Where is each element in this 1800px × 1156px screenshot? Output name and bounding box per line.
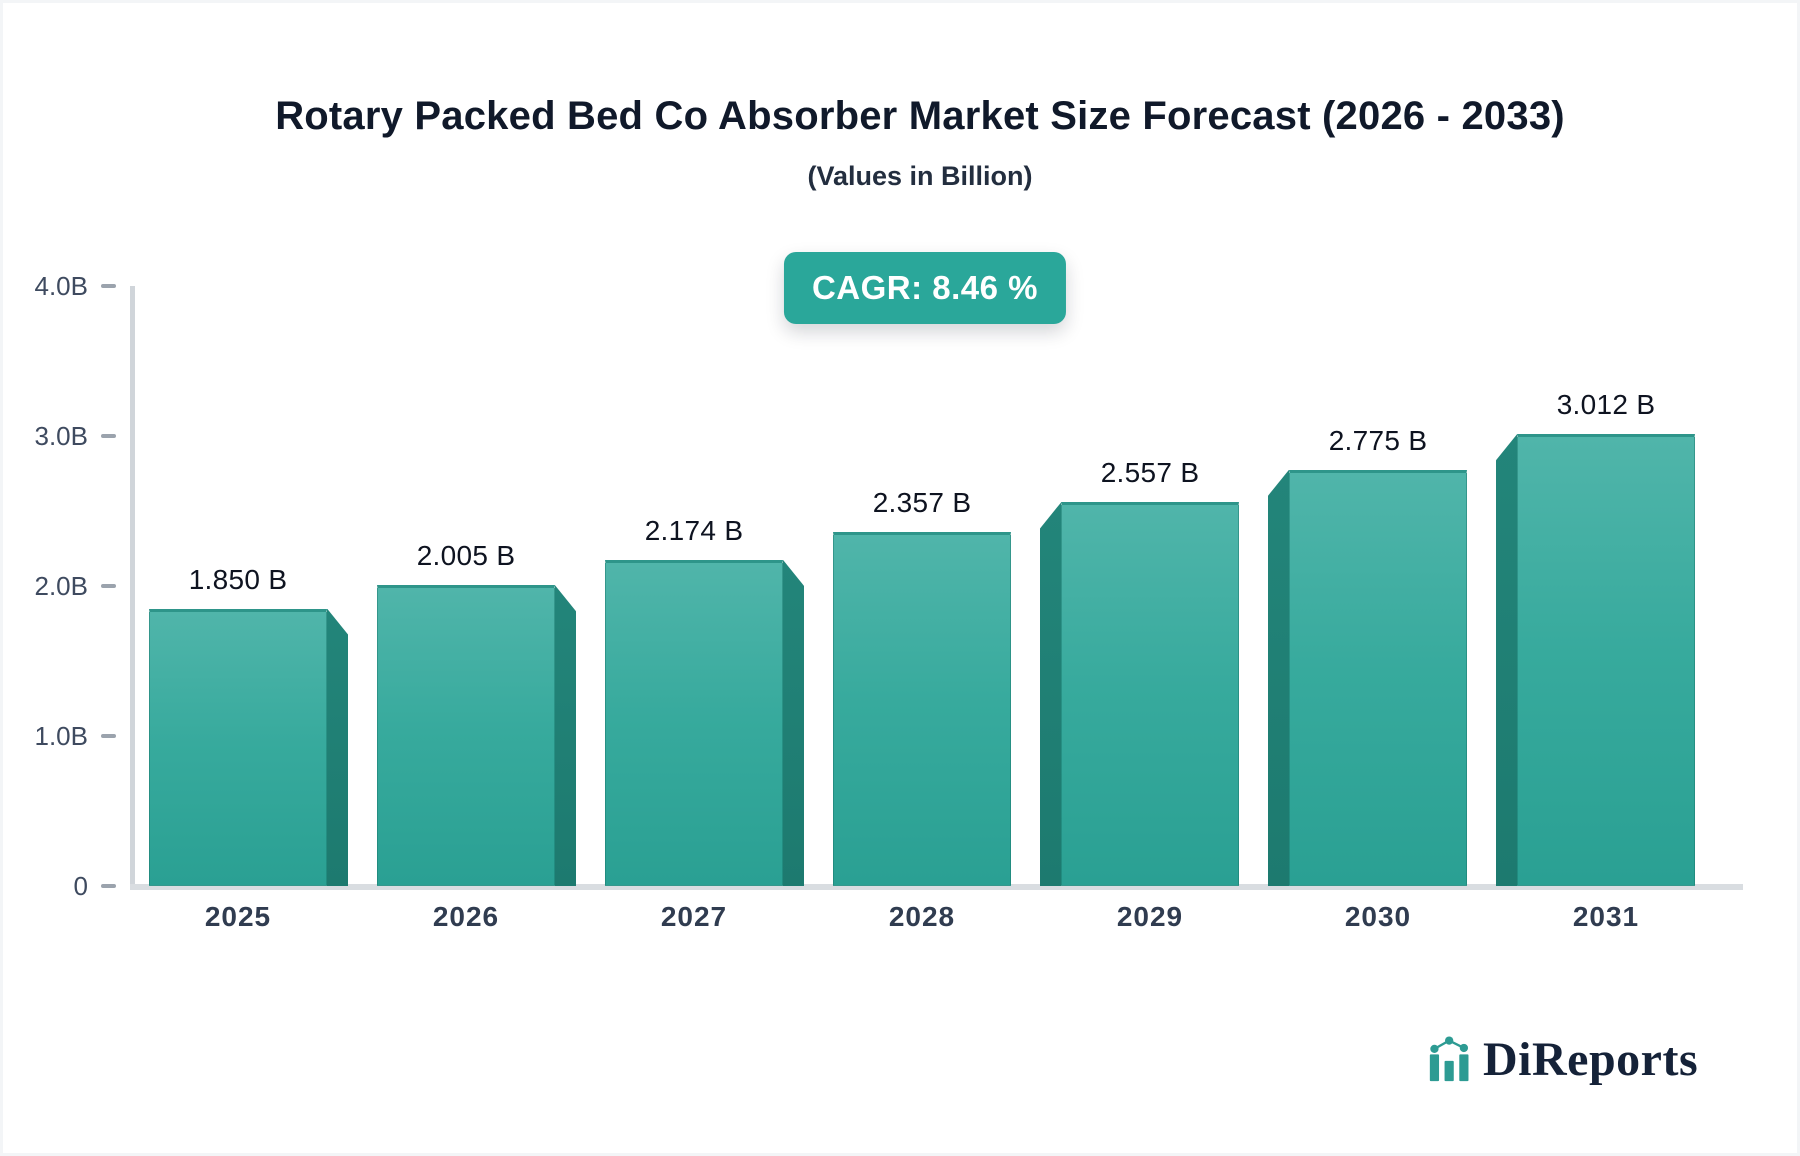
bar-side-face xyxy=(783,559,804,886)
x-axis-label: 2029 xyxy=(1116,901,1184,932)
bar-side-face xyxy=(1268,469,1289,886)
direports-logo: DiReports xyxy=(1428,1034,1698,1084)
y-tick-mark xyxy=(101,284,116,288)
y-tick-label: 0 xyxy=(73,871,88,901)
x-axis-label: 2030 xyxy=(1344,901,1412,932)
bar-side-face xyxy=(1040,502,1061,886)
x-axis-label: 2027 xyxy=(660,901,728,932)
y-tick-mark xyxy=(101,584,116,588)
bar-2031 xyxy=(1517,434,1695,886)
bar-chart-logo-icon xyxy=(1429,1036,1469,1082)
x-axis-label: 2025 xyxy=(204,901,272,932)
bar-side-face xyxy=(1496,434,1517,886)
bar-2026 xyxy=(377,585,555,886)
bar-value-label: 2.005 B xyxy=(416,540,516,572)
bar-value-label: 1.850 B xyxy=(188,563,288,595)
y-axis-line xyxy=(130,286,135,886)
chart-header: Rotary Packed Bed Co Absorber Market Siz… xyxy=(40,94,1800,192)
cagr-badge: CAGR: 8.46 % xyxy=(783,252,1067,324)
bar-value-label: 3.012 B xyxy=(1556,389,1656,421)
x-axis-label: 2026 xyxy=(432,901,500,932)
y-tick-mark xyxy=(101,734,116,738)
x-axis-line xyxy=(130,884,1743,890)
chart-subtitle: (Values in Billion) xyxy=(807,161,1033,191)
bar-2028 xyxy=(833,532,1011,886)
bar-side-face xyxy=(555,585,576,886)
bar-2025 xyxy=(149,608,327,886)
y-tick-label: 2.0B xyxy=(34,571,89,601)
y-tick-label: 4.0B xyxy=(34,271,89,301)
y-tick-label: 1.0B xyxy=(34,721,89,751)
y-tick-mark xyxy=(101,434,116,438)
bar-value-label: 2.174 B xyxy=(644,514,744,546)
bar-2030 xyxy=(1289,469,1467,886)
y-tick-mark xyxy=(101,884,116,888)
chart-title: Rotary Packed Bed Co Absorber Market Siz… xyxy=(275,94,1565,138)
bar-2027 xyxy=(605,559,783,886)
bar-value-label: 2.357 B xyxy=(872,487,972,519)
bar-side-face xyxy=(327,608,348,886)
bar-value-label: 2.775 B xyxy=(1328,424,1428,456)
x-axis-label: 2031 xyxy=(1572,901,1640,932)
y-tick-label: 3.0B xyxy=(34,421,89,451)
logo-text: DiReports xyxy=(1483,1033,1699,1086)
bar-value-label: 2.557 B xyxy=(1100,457,1200,489)
x-axis-label: 2028 xyxy=(888,901,956,932)
bar-2029 xyxy=(1061,502,1239,886)
